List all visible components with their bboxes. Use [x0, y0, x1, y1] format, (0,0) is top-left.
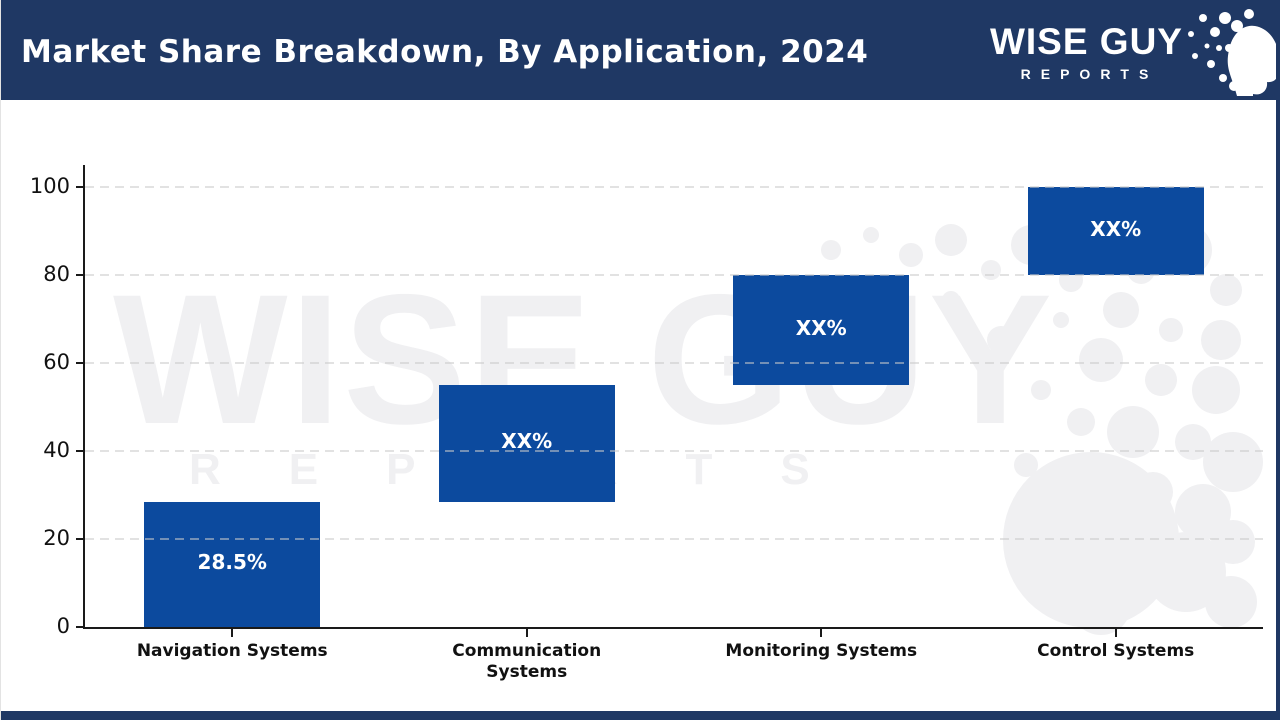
- bar-value-label: XX%: [1090, 217, 1142, 241]
- x-tick-mark: [1114, 629, 1117, 637]
- x-tick-mark: [525, 629, 528, 637]
- y-tick-mark: [76, 450, 85, 452]
- page-title: Market Share Breakdown, By Application, …: [21, 34, 869, 70]
- logo-wordmark-line2: REPORTS: [1020, 65, 1159, 82]
- gridline-80: [85, 274, 1263, 276]
- y-tick-label: 100: [29, 174, 70, 198]
- y-axis-line: [83, 165, 85, 629]
- bar-2: [438, 385, 615, 502]
- logo-wordmark-line1: WISE GUY: [989, 21, 1183, 62]
- bar-value-label: XX%: [795, 316, 847, 340]
- x-category-label: Communication Systems: [452, 641, 602, 683]
- x-axis-line: [83, 627, 1263, 629]
- x-category-label: Navigation Systems: [136, 641, 328, 661]
- bar-3: [733, 275, 910, 385]
- bottom-accent-bar: [1, 711, 1280, 720]
- y-tick-mark: [76, 538, 85, 540]
- y-tick-mark: [76, 274, 85, 276]
- y-tick-mark: [76, 626, 85, 628]
- y-tick-label: 0: [56, 614, 70, 638]
- y-tick-label: 80: [43, 262, 70, 286]
- brand-logo: WISE GUY REPORTS: [990, 0, 1280, 100]
- x-tick-mark: [820, 629, 823, 637]
- gridline-100: [85, 186, 1263, 188]
- y-tick-label: 20: [43, 526, 70, 550]
- gridline-40: [85, 450, 1263, 452]
- logo-wordmark: WISE GUY REPORTS: [989, 21, 1183, 82]
- right-accent-bar: [1276, 0, 1280, 720]
- x-category-label: Control Systems: [1037, 641, 1195, 661]
- y-tick-label: 60: [43, 350, 70, 374]
- x-tick-mark: [231, 629, 234, 637]
- header: Market Share Breakdown, By Application, …: [1, 0, 1280, 100]
- logo-head-icon: [1188, 9, 1280, 96]
- y-tick-label: 40: [43, 438, 70, 462]
- gridline-20: [85, 538, 1263, 540]
- bar-value-label: XX%: [501, 429, 553, 454]
- y-tick-mark: [76, 186, 85, 188]
- bar-value-label: 28.5%: [197, 550, 267, 575]
- gridline-60: [85, 362, 1263, 364]
- x-category-label: Monitoring Systems: [725, 641, 918, 661]
- y-tick-mark: [76, 362, 85, 364]
- bar-4: [1027, 187, 1204, 275]
- bar-1: [144, 501, 321, 627]
